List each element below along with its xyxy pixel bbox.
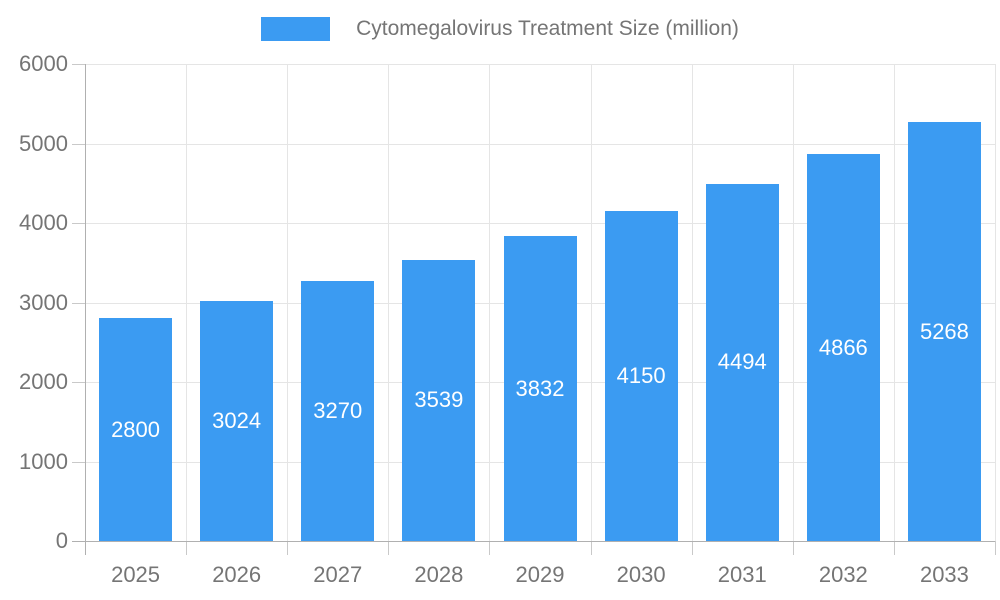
gridline-vertical [489,64,491,541]
bar-value-label: 2800 [111,416,161,442]
bar: 3539 [402,259,476,541]
x-axis-label: 2027 [313,562,363,587]
gridline-vertical [995,64,996,541]
x-axis-tick [995,541,996,555]
x-axis-label: 2033 [919,562,969,587]
x-axis-tick [590,541,592,555]
y-axis-tick [72,143,85,145]
y-axis-tick [72,382,85,383]
bar: 2800 [99,318,173,541]
gridline-vertical [287,64,289,541]
y-axis-label: 0 [55,528,68,553]
y-axis-tick [72,64,85,65]
bar-value-label: 4866 [818,334,868,360]
x-axis-tick [388,541,390,555]
legend-label: Cytomegalovirus Treatment Size (million) [356,17,739,40]
y-axis-line [85,64,86,555]
x-axis-tick [893,541,895,555]
bar-value-label: 3832 [515,375,565,401]
gridline-horizontal [85,223,995,224]
y-axis-label: 2000 [19,369,68,394]
bar-value-label: 4150 [616,363,666,389]
y-axis-label: 4000 [19,210,68,235]
bar: 3832 [503,236,577,541]
x-axis-tick [287,541,289,555]
y-axis-tick [72,302,85,304]
y-axis-label: 1000 [19,448,68,474]
y-axis-label: 5000 [19,130,68,156]
x-axis-label: 2026 [212,562,262,587]
bar: 3024 [200,300,274,541]
bar: 5268 [907,122,981,541]
y-axis-tick [72,461,85,463]
bar-value-label: 3270 [313,398,363,423]
y-axis-tick [72,223,85,224]
x-axis-tick [186,541,188,555]
gridline-vertical [893,64,895,541]
gridline-vertical [186,64,188,541]
bar-value-label: 3024 [212,407,262,433]
bar: 3270 [301,281,375,541]
gridline-vertical [590,64,592,541]
gridline-vertical [388,64,390,541]
x-axis-tick [792,541,794,555]
bar-value-label: 3539 [414,387,464,413]
x-axis-label: 2028 [414,562,464,587]
x-axis-label: 2030 [616,562,666,587]
gridline-vertical [691,64,693,541]
x-axis-tick [489,541,491,555]
bar-value-label: 4494 [717,349,767,375]
y-axis-label: 3000 [19,289,68,315]
x-axis-label: 2031 [717,562,767,587]
legend-swatch-icon [261,17,331,41]
chart-legend[interactable]: Cytomegalovirus Treatment Size (million) [0,17,1000,41]
x-axis-tick [691,541,693,555]
x-axis-label: 2032 [818,562,868,587]
bar-value-label: 5268 [919,318,969,344]
gridline-vertical [792,64,794,541]
gridline-horizontal [85,143,995,145]
gridline-horizontal [85,64,995,65]
x-axis-line [72,541,995,542]
y-axis-label: 6000 [19,51,68,76]
bar: 4150 [604,211,678,541]
bar: 4494 [705,183,779,541]
x-axis-label: 2025 [111,562,161,587]
x-axis-label: 2029 [515,562,565,587]
bar: 4866 [806,154,880,541]
